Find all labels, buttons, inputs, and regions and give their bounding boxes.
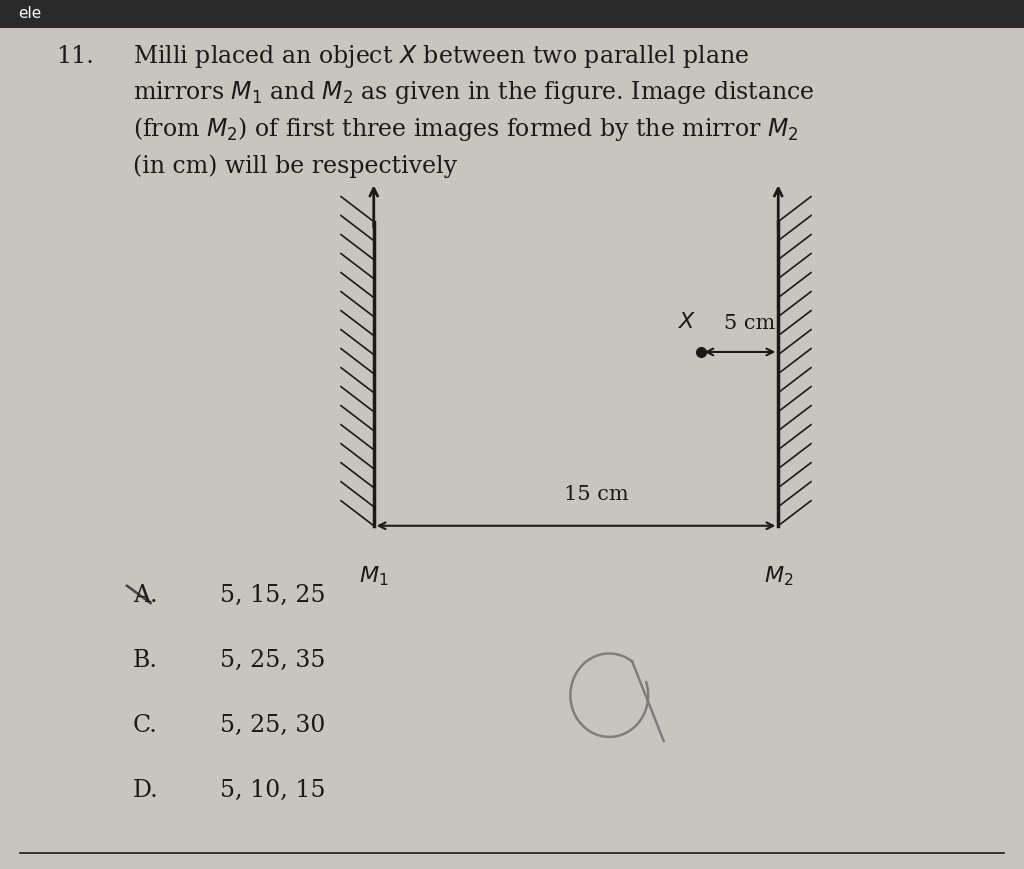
Text: $M_2$: $M_2$ — [764, 565, 793, 588]
Text: ele: ele — [18, 6, 42, 22]
Text: A.: A. — [133, 584, 158, 607]
Text: 15 cm: 15 cm — [564, 485, 629, 504]
Text: 11.: 11. — [56, 45, 94, 68]
Text: 5, 25, 35: 5, 25, 35 — [220, 649, 326, 672]
Text: mirrors $M_1$ and $M_2$ as given in the figure. Image distance: mirrors $M_1$ and $M_2$ as given in the … — [133, 79, 815, 107]
Text: (in cm) will be respectively: (in cm) will be respectively — [133, 154, 458, 178]
Text: Milli placed an object $X$ between two parallel plane: Milli placed an object $X$ between two p… — [133, 43, 750, 70]
Text: C.: C. — [133, 714, 158, 737]
Text: $M_1$: $M_1$ — [359, 565, 388, 588]
Text: $X$: $X$ — [678, 311, 696, 333]
Text: 5, 10, 15: 5, 10, 15 — [220, 779, 326, 802]
Text: 5, 25, 30: 5, 25, 30 — [220, 714, 326, 737]
Text: B.: B. — [133, 649, 158, 672]
Bar — [0, 0, 1024, 28]
Text: 5 cm: 5 cm — [724, 314, 776, 333]
Text: (from $M_2$) of first three images formed by the mirror $M_2$: (from $M_2$) of first three images forme… — [133, 116, 799, 143]
Text: 5, 15, 25: 5, 15, 25 — [220, 584, 326, 607]
Text: D.: D. — [133, 779, 159, 802]
